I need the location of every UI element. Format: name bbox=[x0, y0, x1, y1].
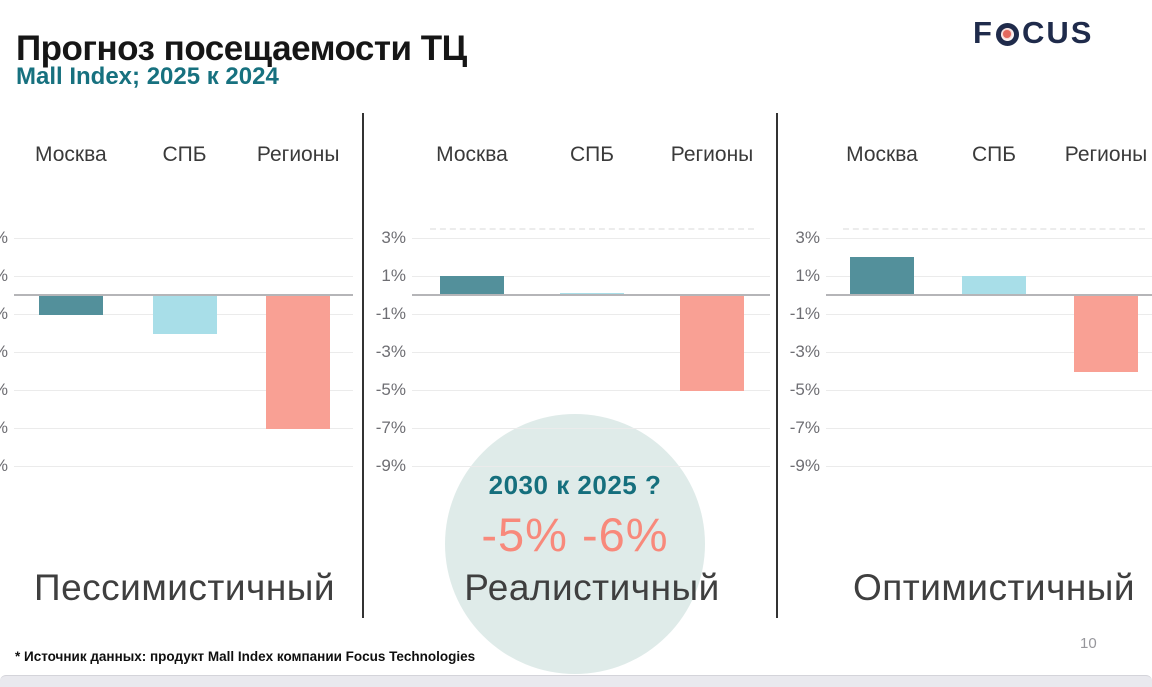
category-label-moscow: Москва bbox=[436, 143, 508, 166]
y-axis-tick: 1% bbox=[381, 266, 406, 285]
bar-moscow bbox=[439, 276, 504, 295]
category-label-moscow: Москва bbox=[34, 143, 107, 166]
scenario-label-pessimistic: Пессимистичный bbox=[33, 567, 336, 608]
y-axis-tick: -7% bbox=[0, 418, 8, 438]
bar-spb bbox=[152, 296, 217, 334]
y-axis-tick: -9% bbox=[375, 456, 406, 475]
bar-regions bbox=[680, 296, 744, 391]
bar-chart: 3% 1% -1% -3% -5% -7% -9% bbox=[368, 215, 772, 485]
y-axis-tick: -9% bbox=[789, 456, 820, 475]
gridline bbox=[412, 352, 770, 353]
gridline bbox=[14, 276, 353, 277]
y-axis-tick: 3% bbox=[0, 228, 8, 248]
scenario-label-realistic: Реалистичный bbox=[464, 567, 720, 608]
y-axis-tick: -7% bbox=[375, 418, 406, 437]
category-label-regions: Регионы bbox=[1064, 143, 1148, 166]
logo-dot bbox=[1003, 30, 1012, 38]
gridline bbox=[412, 314, 770, 315]
gridline bbox=[826, 390, 1152, 391]
y-axis-tick: -5% bbox=[789, 380, 820, 399]
scenario-label-optimistic: Оптимистичный bbox=[852, 567, 1136, 608]
forecast-callout-circle: 2030 к 2025 ? -5% -6% bbox=[445, 414, 705, 674]
gridline bbox=[14, 238, 353, 239]
panel-divider-left bbox=[362, 113, 364, 618]
y-axis-tick: -5% bbox=[0, 380, 8, 400]
bar-chart: 3% 1% -1% -3% -5% -7% -9% bbox=[782, 215, 1152, 485]
y-axis: 3% 1% -1% -3% -5% -7% -9% bbox=[368, 215, 412, 485]
bar-regions bbox=[266, 296, 331, 429]
bar-regions bbox=[1074, 296, 1138, 372]
logo-letter-f: F bbox=[973, 15, 994, 50]
chart-panel-realistic: Москва СПБ Регионы 3% 1% -1% -3% -5% -7% -9% Реа… bbox=[368, 130, 772, 650]
y-axis-tick: -1% bbox=[0, 304, 8, 324]
page-subtitle: Mall Index; 2025 к 2024 bbox=[16, 63, 279, 90]
category-label-regions: Регионы bbox=[256, 143, 340, 166]
plot-area bbox=[14, 215, 355, 485]
chart-panel-pessimistic: Москва СПБ Регионы 3% 1% -1% -3% -5% -7% -9% Пес… bbox=[0, 130, 355, 650]
y-axis-tick: -7% bbox=[789, 418, 820, 437]
logo-letters-cus: CUS bbox=[1021, 15, 1094, 50]
category-header-row: Москва СПБ Регионы bbox=[14, 143, 355, 167]
focus-logo: F CUS bbox=[973, 15, 1093, 51]
gridline bbox=[826, 238, 1152, 239]
bar-chart: 3% 1% -1% -3% -5% -7% -9% bbox=[0, 215, 355, 485]
y-axis-tick: -5% bbox=[375, 380, 406, 399]
plot-area bbox=[412, 215, 772, 485]
gridline bbox=[412, 466, 770, 467]
category-label-spb: СПБ bbox=[162, 143, 207, 166]
gridline bbox=[412, 390, 770, 391]
category-label-regions: Регионы bbox=[670, 143, 754, 166]
window-bottom-strip bbox=[0, 675, 1152, 687]
plot-area bbox=[826, 215, 1152, 485]
zero-axis-line bbox=[826, 294, 1152, 296]
y-axis-tick: 3% bbox=[381, 228, 406, 247]
bar-moscow bbox=[38, 296, 103, 315]
zero-axis-line bbox=[14, 294, 353, 296]
y-axis-tick: 1% bbox=[795, 266, 820, 285]
gridline bbox=[412, 276, 770, 277]
gridline bbox=[826, 428, 1152, 429]
gridline bbox=[14, 466, 353, 467]
bar-moscow bbox=[849, 257, 914, 295]
logo-target-icon bbox=[995, 22, 1019, 46]
y-axis-tick: -1% bbox=[789, 304, 820, 323]
callout-value: -5% -6% bbox=[481, 508, 669, 561]
y-axis-tick: -9% bbox=[0, 456, 8, 476]
gridline bbox=[412, 428, 770, 429]
gridline bbox=[14, 390, 353, 391]
gridline bbox=[826, 466, 1152, 467]
y-axis: 3% 1% -1% -3% -5% -7% -9% bbox=[782, 215, 826, 485]
category-label-spb: СПБ bbox=[971, 143, 1017, 166]
ghost-dashes-artifact bbox=[842, 228, 1146, 230]
y-axis-tick: -3% bbox=[375, 342, 406, 361]
bar-spb bbox=[962, 276, 1026, 295]
category-label-spb: СПБ bbox=[569, 143, 615, 166]
gridline bbox=[826, 314, 1152, 315]
y-axis-tick: 1% bbox=[0, 266, 8, 286]
page-title: Прогноз посещаемости ТЦ bbox=[16, 29, 467, 69]
gridline bbox=[14, 428, 353, 429]
chart-panel-optimistic: Москва СПБ Регионы 3% 1% -1% -3% -5% -7% -9% Опт… bbox=[782, 130, 1152, 650]
gridline bbox=[826, 352, 1152, 353]
category-label-moscow: Москва bbox=[846, 143, 918, 166]
gridline bbox=[14, 352, 353, 353]
y-axis-tick: -3% bbox=[789, 342, 820, 361]
ghost-dashes-artifact bbox=[430, 228, 754, 230]
callout-question: 2030 к 2025 ? bbox=[488, 470, 662, 500]
y-axis-tick: -3% bbox=[0, 342, 8, 362]
gridline bbox=[412, 238, 770, 239]
source-footnote: * Источник данных: продукт Mall Index ко… bbox=[15, 649, 476, 664]
zero-axis-line bbox=[412, 294, 770, 296]
y-axis-tick: -1% bbox=[375, 304, 406, 323]
category-header-row: Москва СПБ Регионы bbox=[412, 143, 772, 167]
y-axis-tick: 3% bbox=[795, 228, 820, 247]
page-number: 10 bbox=[1080, 635, 1097, 652]
y-axis: 3% 1% -1% -3% -5% -7% -9% bbox=[0, 215, 14, 485]
panel-divider-right bbox=[776, 113, 778, 618]
category-header-row: Москва СПБ Регионы bbox=[826, 143, 1152, 167]
